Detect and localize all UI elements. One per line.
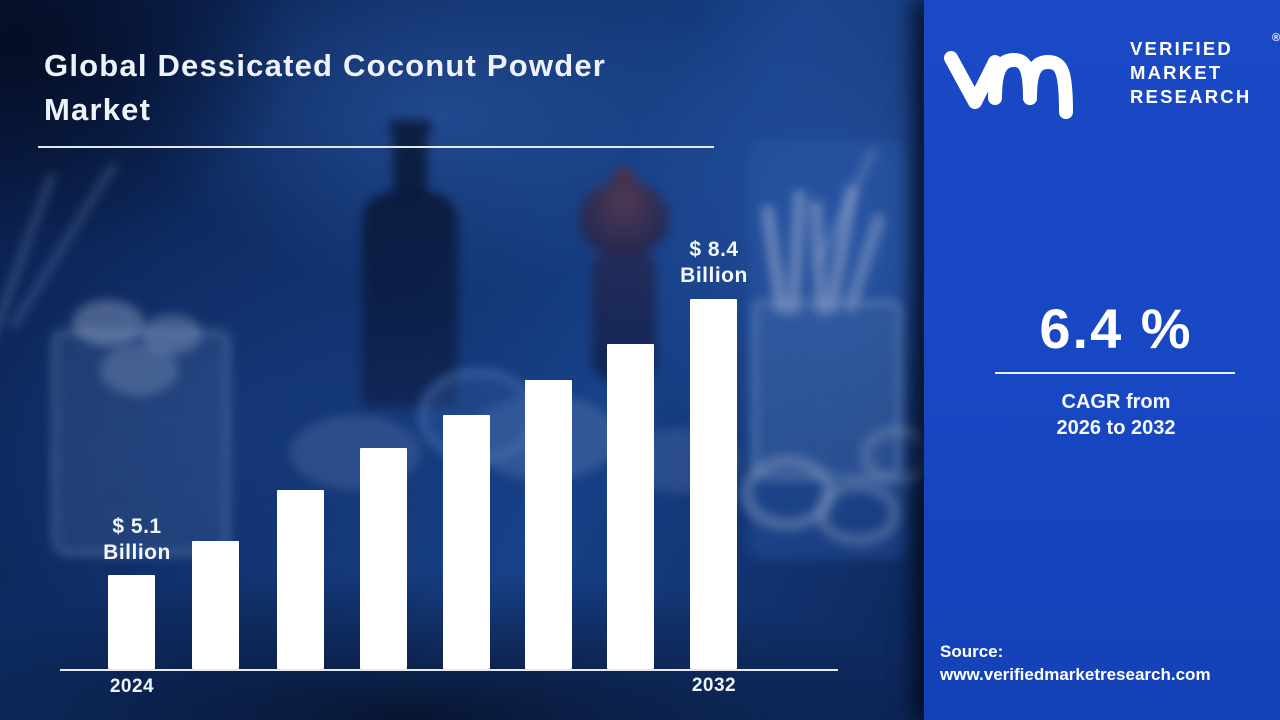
onion-ring-icon (860, 425, 924, 485)
potato-chunk-icon (72, 300, 144, 346)
fry-basket-right-icon (752, 300, 902, 480)
brand-logo: VERIFIED MARKET RESEARCH ® (940, 32, 1280, 124)
source-block: Source: www.verifiedmarketresearch.com (940, 640, 1274, 686)
main-chart-area: Global Dessicated Coconut Powder Market … (0, 0, 924, 720)
registered-mark-icon: ® (1272, 32, 1280, 44)
bar-2 (192, 541, 239, 669)
last-bar-value-label: $ 8.4 Billion (654, 237, 774, 289)
bar-7 (607, 344, 654, 669)
vmr-monogram-icon (944, 51, 1073, 119)
sidebar: VERIFIED MARKET RESEARCH ® 6.4 % CAGR fr… (924, 0, 1280, 720)
value-unit: Billion (680, 264, 748, 287)
brand-line-3: RESEARCH (1130, 86, 1252, 107)
first-bar-value-label: $ 5.1 Billion (77, 514, 197, 566)
cagr-divider (995, 372, 1235, 374)
brand-name: VERIFIED MARKET RESEARCH (1130, 37, 1251, 109)
potato-chunk-icon (142, 314, 202, 354)
value-amount: $ 5.1 (112, 515, 162, 538)
bar-1 (108, 575, 155, 669)
page-title: Global Dessicated Coconut Powder Market (44, 48, 607, 127)
cagr-value: 6.4 % (1039, 297, 1193, 360)
potato-chunk-icon (100, 344, 178, 396)
source-label: Source: (940, 642, 1004, 661)
value-amount: $ 8.4 (689, 238, 739, 261)
cagr-caption: CAGR from 2026 to 2032 (966, 389, 1266, 441)
bar-chart: $ 5.1 Billion $ 8.4 Billion 2024 2032 (60, 237, 838, 697)
brand-line-1: VERIFIED (1130, 38, 1233, 59)
background-photo (0, 120, 924, 560)
bar-6 (525, 380, 572, 669)
cagr-caption-line-2: 2026 to 2032 (1056, 417, 1176, 439)
bar-8 (690, 299, 737, 669)
fry-basket-left-icon (52, 330, 230, 556)
brand-line-2: MARKET (1130, 62, 1223, 83)
source-url: www.verifiedmarketresearch.com (940, 665, 1211, 684)
title-underline (38, 146, 714, 148)
value-unit: Billion (103, 541, 171, 564)
bottle-silhouette-icon (362, 120, 458, 407)
x-tick-2024: 2024 (109, 676, 155, 697)
bar-4 (360, 448, 407, 669)
x-axis-line (60, 669, 838, 671)
x-tick-2032: 2032 (691, 675, 737, 696)
pepper-mill-icon (580, 180, 668, 254)
bar-3 (277, 490, 324, 669)
bar-5 (443, 415, 490, 669)
cagr-caption-line-1: CAGR from (1061, 391, 1171, 413)
